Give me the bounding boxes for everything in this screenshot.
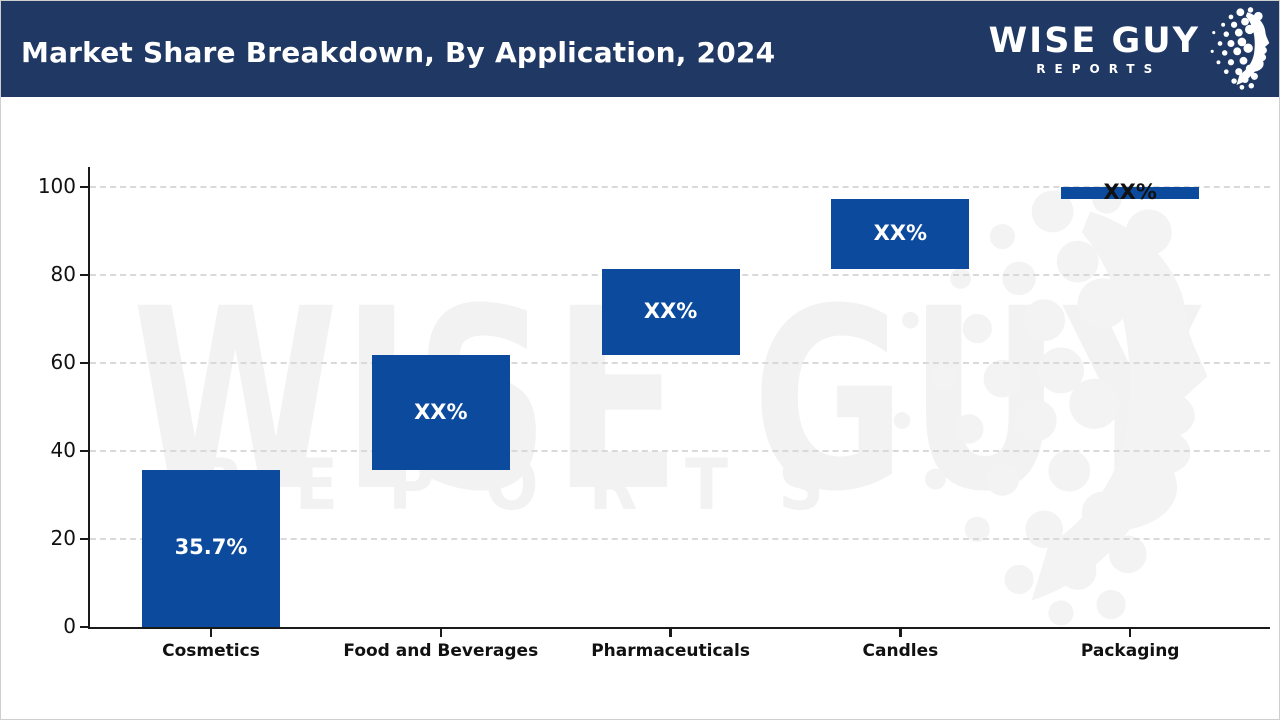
- wiseguy-logo-text: WISE GUY REPORTS: [988, 20, 1200, 76]
- x-tick-3: [899, 629, 902, 637]
- y-tick-20: [80, 538, 90, 541]
- gridline-20: [90, 538, 1270, 540]
- y-tick-0: [80, 626, 90, 629]
- gridline-100: [90, 186, 1270, 188]
- y-tick-label-60: 60: [50, 350, 76, 374]
- bar-food-and-beverages: [371, 355, 510, 470]
- y-tick-40: [80, 450, 90, 453]
- y-axis-spine: [88, 167, 91, 629]
- y-tick-label-0: 0: [63, 614, 76, 638]
- logo-reports-label: REPORTS: [1036, 61, 1162, 76]
- y-tick-label-100: 100: [37, 174, 76, 198]
- gridline-40: [90, 450, 1270, 452]
- x-tick-4: [1129, 629, 1132, 637]
- gridline-60: [90, 362, 1270, 364]
- category-label: Food and Beverages: [343, 641, 539, 661]
- category-label: Cosmetics: [162, 641, 260, 661]
- bar-cosmetics: [142, 469, 280, 627]
- title-banner: Market Share Breakdown, By Application, …: [0, 0, 1280, 97]
- x-tick-2: [669, 629, 672, 637]
- chart-title: Market Share Breakdown, By Application, …: [21, 36, 776, 69]
- y-tick-label-40: 40: [50, 438, 76, 462]
- y-tick-80: [80, 274, 90, 277]
- bar-value-label: XX%: [643, 298, 698, 323]
- bar-value-label: 35.7%: [174, 535, 248, 560]
- x-axis-spine: [88, 627, 1270, 630]
- bar-value-label: XX%: [873, 220, 928, 245]
- y-tick-label-80: 80: [50, 262, 76, 286]
- wiseguy-head-icon: [1202, 6, 1274, 92]
- y-tick-100: [80, 186, 90, 189]
- category-label: Pharmaceuticals: [591, 641, 750, 661]
- logo-brand-name: WISE GUY: [988, 20, 1200, 61]
- wiseguy-logo: WISE GUY REPORTS: [989, 4, 1274, 94]
- category-label: Candles: [862, 641, 939, 661]
- bar-pharmaceuticals: [601, 268, 740, 356]
- x-tick-0: [209, 629, 213, 637]
- category-label: Packaging: [1080, 641, 1180, 661]
- x-tick-1: [439, 629, 442, 637]
- y-tick-label-20: 20: [50, 526, 76, 550]
- bar-value-label: XX%: [414, 399, 468, 424]
- bar-value-label: XX%: [1103, 179, 1157, 204]
- y-tick-60: [80, 362, 90, 365]
